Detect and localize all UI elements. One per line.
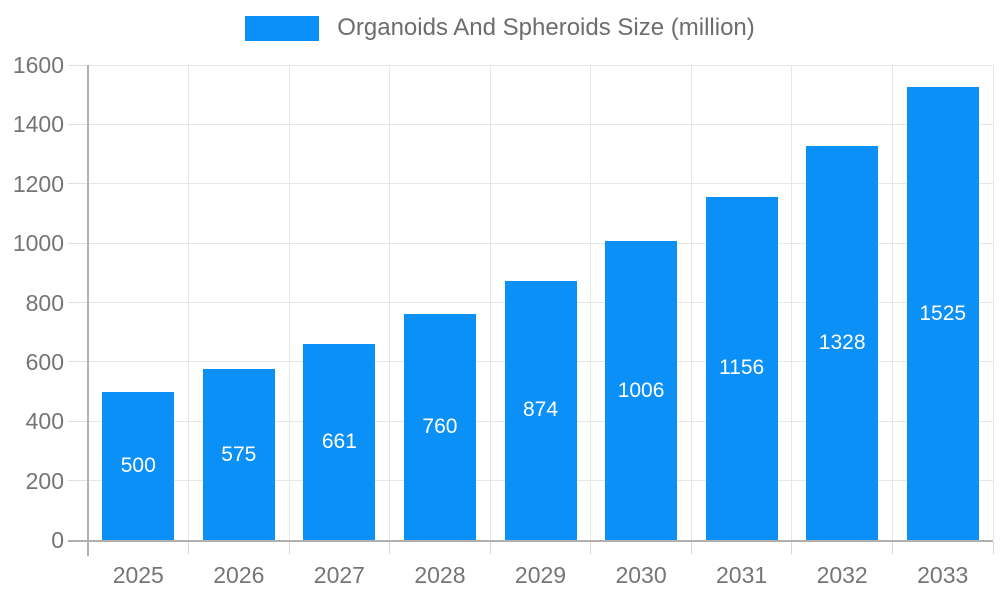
legend-label: Organoids And Spheroids Size (million) [337, 14, 755, 41]
x-axis-tick [891, 542, 893, 554]
x-axis-tick [791, 542, 793, 554]
x-gridline [992, 65, 994, 540]
x-axis-label: 2026 [213, 562, 265, 588]
x-axis-label: 2028 [414, 562, 466, 588]
x-axis-tick [288, 542, 290, 554]
bar[interactable]: 661 [303, 343, 376, 540]
legend: Organoids And Spheroids Size (million) [0, 14, 1000, 42]
y-axis-tick [68, 242, 88, 244]
bar[interactable]: 874 [504, 280, 577, 540]
y-axis-label: 400 [25, 408, 64, 435]
y-gridline [88, 64, 993, 66]
x-axis-label: 2031 [716, 562, 768, 588]
x-axis-label: 2030 [615, 562, 667, 588]
x-axis-label: 2029 [514, 562, 567, 588]
y-axis-line [87, 65, 89, 556]
bar-value-label: 874 [522, 398, 559, 422]
y-axis-tick [68, 64, 88, 66]
x-axis-line [68, 540, 993, 542]
x-gridline [188, 65, 190, 540]
y-axis-label: 600 [25, 348, 64, 375]
legend-item[interactable]: Organoids And Spheroids Size (million) [245, 14, 755, 42]
y-axis-label: 1200 [12, 170, 64, 197]
y-axis-tick [68, 420, 88, 422]
y-axis-tick [68, 480, 88, 482]
bar-value-label: 661 [321, 429, 357, 453]
y-axis-tick [68, 183, 88, 185]
bar-value-label: 1525 [919, 301, 967, 325]
bar-value-label: 760 [422, 415, 458, 439]
y-axis-tick [68, 302, 88, 303]
x-gridline [690, 65, 692, 540]
bar-value-label: 1006 [617, 378, 665, 402]
y-axis-tick [68, 123, 88, 125]
bar[interactable]: 1006 [605, 241, 678, 540]
x-gridline [891, 65, 893, 540]
bar-value-label: 1156 [719, 356, 765, 380]
y-axis-label: 0 [51, 527, 64, 553]
x-gridline [389, 65, 391, 540]
bar-value-label: 1328 [818, 330, 866, 354]
bar-value-label: 575 [221, 442, 257, 466]
x-gridline [590, 65, 592, 540]
y-axis-label: 1000 [12, 230, 64, 257]
x-gridline [288, 65, 290, 540]
y-axis-label: 200 [25, 467, 64, 494]
x-axis-label: 2025 [112, 562, 164, 588]
bar[interactable]: 760 [403, 314, 476, 540]
y-gridline [88, 242, 993, 244]
x-axis-tick [188, 542, 190, 554]
y-gridline [88, 183, 993, 185]
x-axis-tick [590, 542, 592, 554]
bar[interactable]: 1328 [806, 145, 879, 540]
legend-swatch [245, 15, 320, 41]
y-axis-tick [68, 361, 88, 363]
y-axis-label: 1400 [12, 111, 64, 138]
x-axis-tick [389, 542, 391, 554]
bar[interactable]: 500 [102, 391, 175, 540]
x-gridline [489, 65, 491, 540]
x-axis-label: 2027 [313, 562, 365, 588]
bar-value-label: 500 [120, 453, 156, 477]
x-axis-tick [690, 542, 692, 554]
x-axis-label: 2032 [816, 562, 868, 588]
bar[interactable]: 575 [202, 369, 275, 540]
x-axis-label: 2033 [917, 562, 969, 588]
x-axis-tick [992, 542, 994, 554]
y-gridline [88, 123, 993, 125]
x-axis-tick [489, 542, 491, 554]
bar[interactable]: 1156 [705, 196, 778, 540]
y-axis-label: 800 [25, 289, 64, 316]
x-gridline [791, 65, 793, 540]
y-axis-label: 1600 [12, 52, 64, 78]
bar[interactable]: 1525 [906, 87, 979, 540]
